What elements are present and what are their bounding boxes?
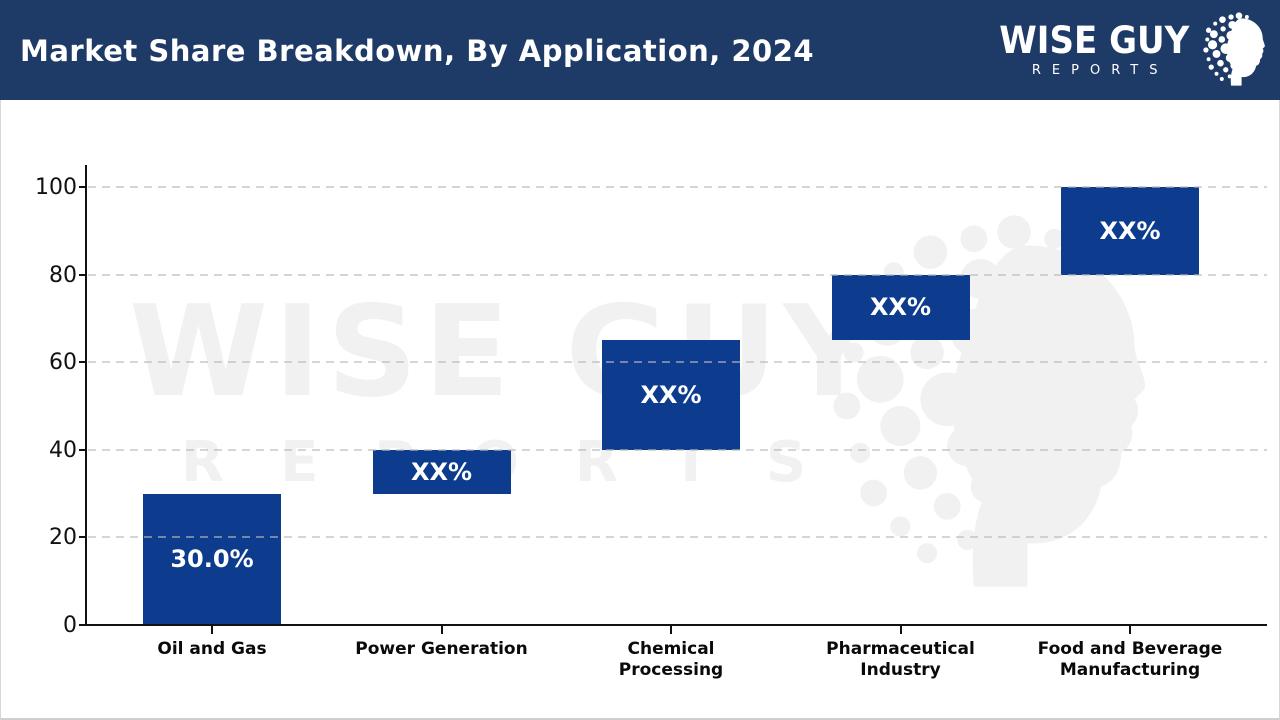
logo-wordmark-block: WISE GUY REPORTS [991, 22, 1198, 78]
category-label-line: Power Generation [355, 639, 528, 659]
gridline [88, 186, 1267, 188]
chart-canvas: WISE GUY REPORTS 0 20 40 60 80 100 30.0% Oil an… [0, 100, 1280, 720]
y-axis-tick [79, 273, 87, 276]
y-tick-label: 80 [49, 262, 77, 288]
x-axis-tick [1129, 626, 1131, 634]
bar [831, 274, 970, 341]
bar [143, 493, 281, 625]
chart-title: Market Share Breakdown, By Application, … [20, 34, 815, 68]
y-tick-label: 100 [35, 175, 77, 200]
watermark-wordmark: WISE GUY [129, 278, 881, 425]
bar-value-label: XX% [410, 457, 473, 486]
category-label: Pharmaceutical Industry [786, 639, 1016, 681]
y-axis-tick [79, 361, 87, 364]
x-axis-tick [211, 626, 213, 634]
y-tick-label: 40 [49, 437, 77, 463]
category-label: Power Generation [327, 639, 557, 660]
category-label-line: Food and Beverage [1037, 639, 1223, 659]
plot-region: 0 20 40 60 80 100 30.0% Oil and Gas XX% Power Gen… [1, 100, 1280, 720]
x-axis-tick [440, 626, 443, 634]
x-axis-line [85, 624, 1267, 626]
bar [372, 449, 511, 494]
gridline [88, 361, 1267, 364]
logo-subtext: REPORTS [1031, 63, 1169, 78]
category-label-line: Processing [618, 660, 724, 680]
y-axis-tick [79, 448, 87, 451]
category-label: Oil and Gas [97, 639, 327, 660]
brand-logo: WISE GUY REPORTS [991, 0, 1268, 100]
bar-value-label: XX% [640, 381, 702, 410]
x-axis-tick [670, 626, 672, 634]
y-axis-tick [79, 186, 87, 188]
category-label-line: Chemical [627, 639, 715, 659]
y-axis-tick [79, 624, 87, 626]
logo-wordmark: WISE GUY [999, 19, 1190, 62]
y-tick-label: 20 [49, 525, 77, 551]
category-label-line: Oil and Gas [157, 639, 267, 659]
header-bar: Market Share Breakdown, By Application, … [0, 0, 1280, 100]
bar-value-label: XX% [1099, 216, 1161, 245]
gridline [88, 448, 1267, 451]
y-tick-label: 0 [63, 613, 77, 638]
y-tick-label: 60 [49, 350, 77, 376]
y-axis-line [85, 165, 87, 626]
y-axis-tick [79, 536, 87, 539]
bar-value-label: 30.0% [170, 545, 254, 574]
bar-value-label: XX% [869, 293, 932, 322]
bar [602, 340, 740, 450]
bar [1061, 187, 1199, 275]
x-axis-tick [899, 626, 902, 634]
category-label-line: Pharmaceutical [826, 639, 975, 659]
category-label: Chemical Processing [556, 639, 786, 681]
category-label: Food and Beverage Manufacturing [1015, 639, 1245, 681]
gridline [88, 536, 1267, 539]
head-profile-logo-icon [1203, 12, 1265, 86]
category-label-line: Industry [860, 660, 941, 680]
gridline [88, 273, 1267, 276]
category-label-line: Manufacturing [1059, 660, 1201, 680]
